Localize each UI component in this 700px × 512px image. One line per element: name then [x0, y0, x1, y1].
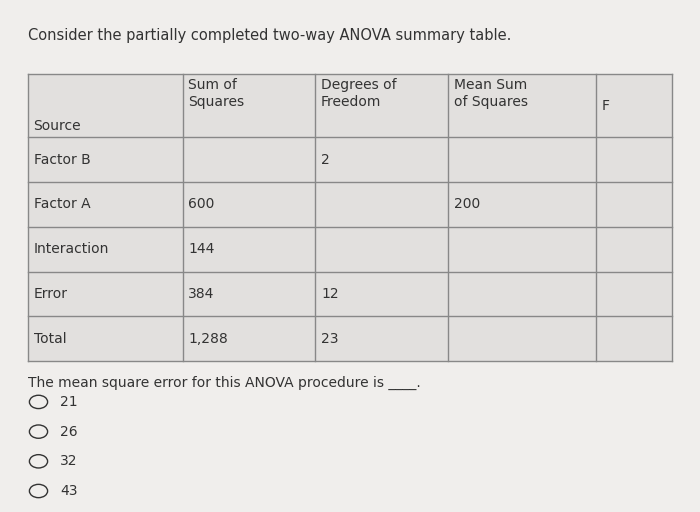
Text: 144: 144: [188, 242, 214, 256]
Text: The mean square error for this ANOVA procedure is ____.: The mean square error for this ANOVA pro…: [28, 376, 421, 391]
Text: 32: 32: [60, 454, 78, 468]
Text: Mean Sum
of Squares: Mean Sum of Squares: [454, 78, 528, 109]
Text: 200: 200: [454, 198, 480, 211]
Text: Degrees of
Freedom: Degrees of Freedom: [321, 78, 397, 109]
Text: 2: 2: [321, 153, 330, 167]
Text: Interaction: Interaction: [34, 242, 109, 256]
Text: 1,288: 1,288: [188, 332, 228, 346]
Text: Sum of
Squares: Sum of Squares: [188, 78, 244, 109]
Text: Factor B: Factor B: [34, 153, 90, 167]
Text: Total: Total: [34, 332, 66, 346]
Text: 43: 43: [60, 484, 78, 498]
Text: 23: 23: [321, 332, 339, 346]
Text: Source: Source: [34, 119, 81, 133]
Text: 26: 26: [60, 424, 78, 439]
Text: F: F: [602, 99, 610, 113]
Text: 21: 21: [60, 395, 78, 409]
Text: 600: 600: [188, 198, 214, 211]
Text: Consider the partially completed two-way ANOVA summary table.: Consider the partially completed two-way…: [28, 28, 512, 43]
Bar: [28, 74, 672, 361]
Text: Error: Error: [34, 287, 68, 301]
Text: Factor A: Factor A: [34, 198, 90, 211]
Text: 384: 384: [188, 287, 214, 301]
Text: 12: 12: [321, 287, 339, 301]
